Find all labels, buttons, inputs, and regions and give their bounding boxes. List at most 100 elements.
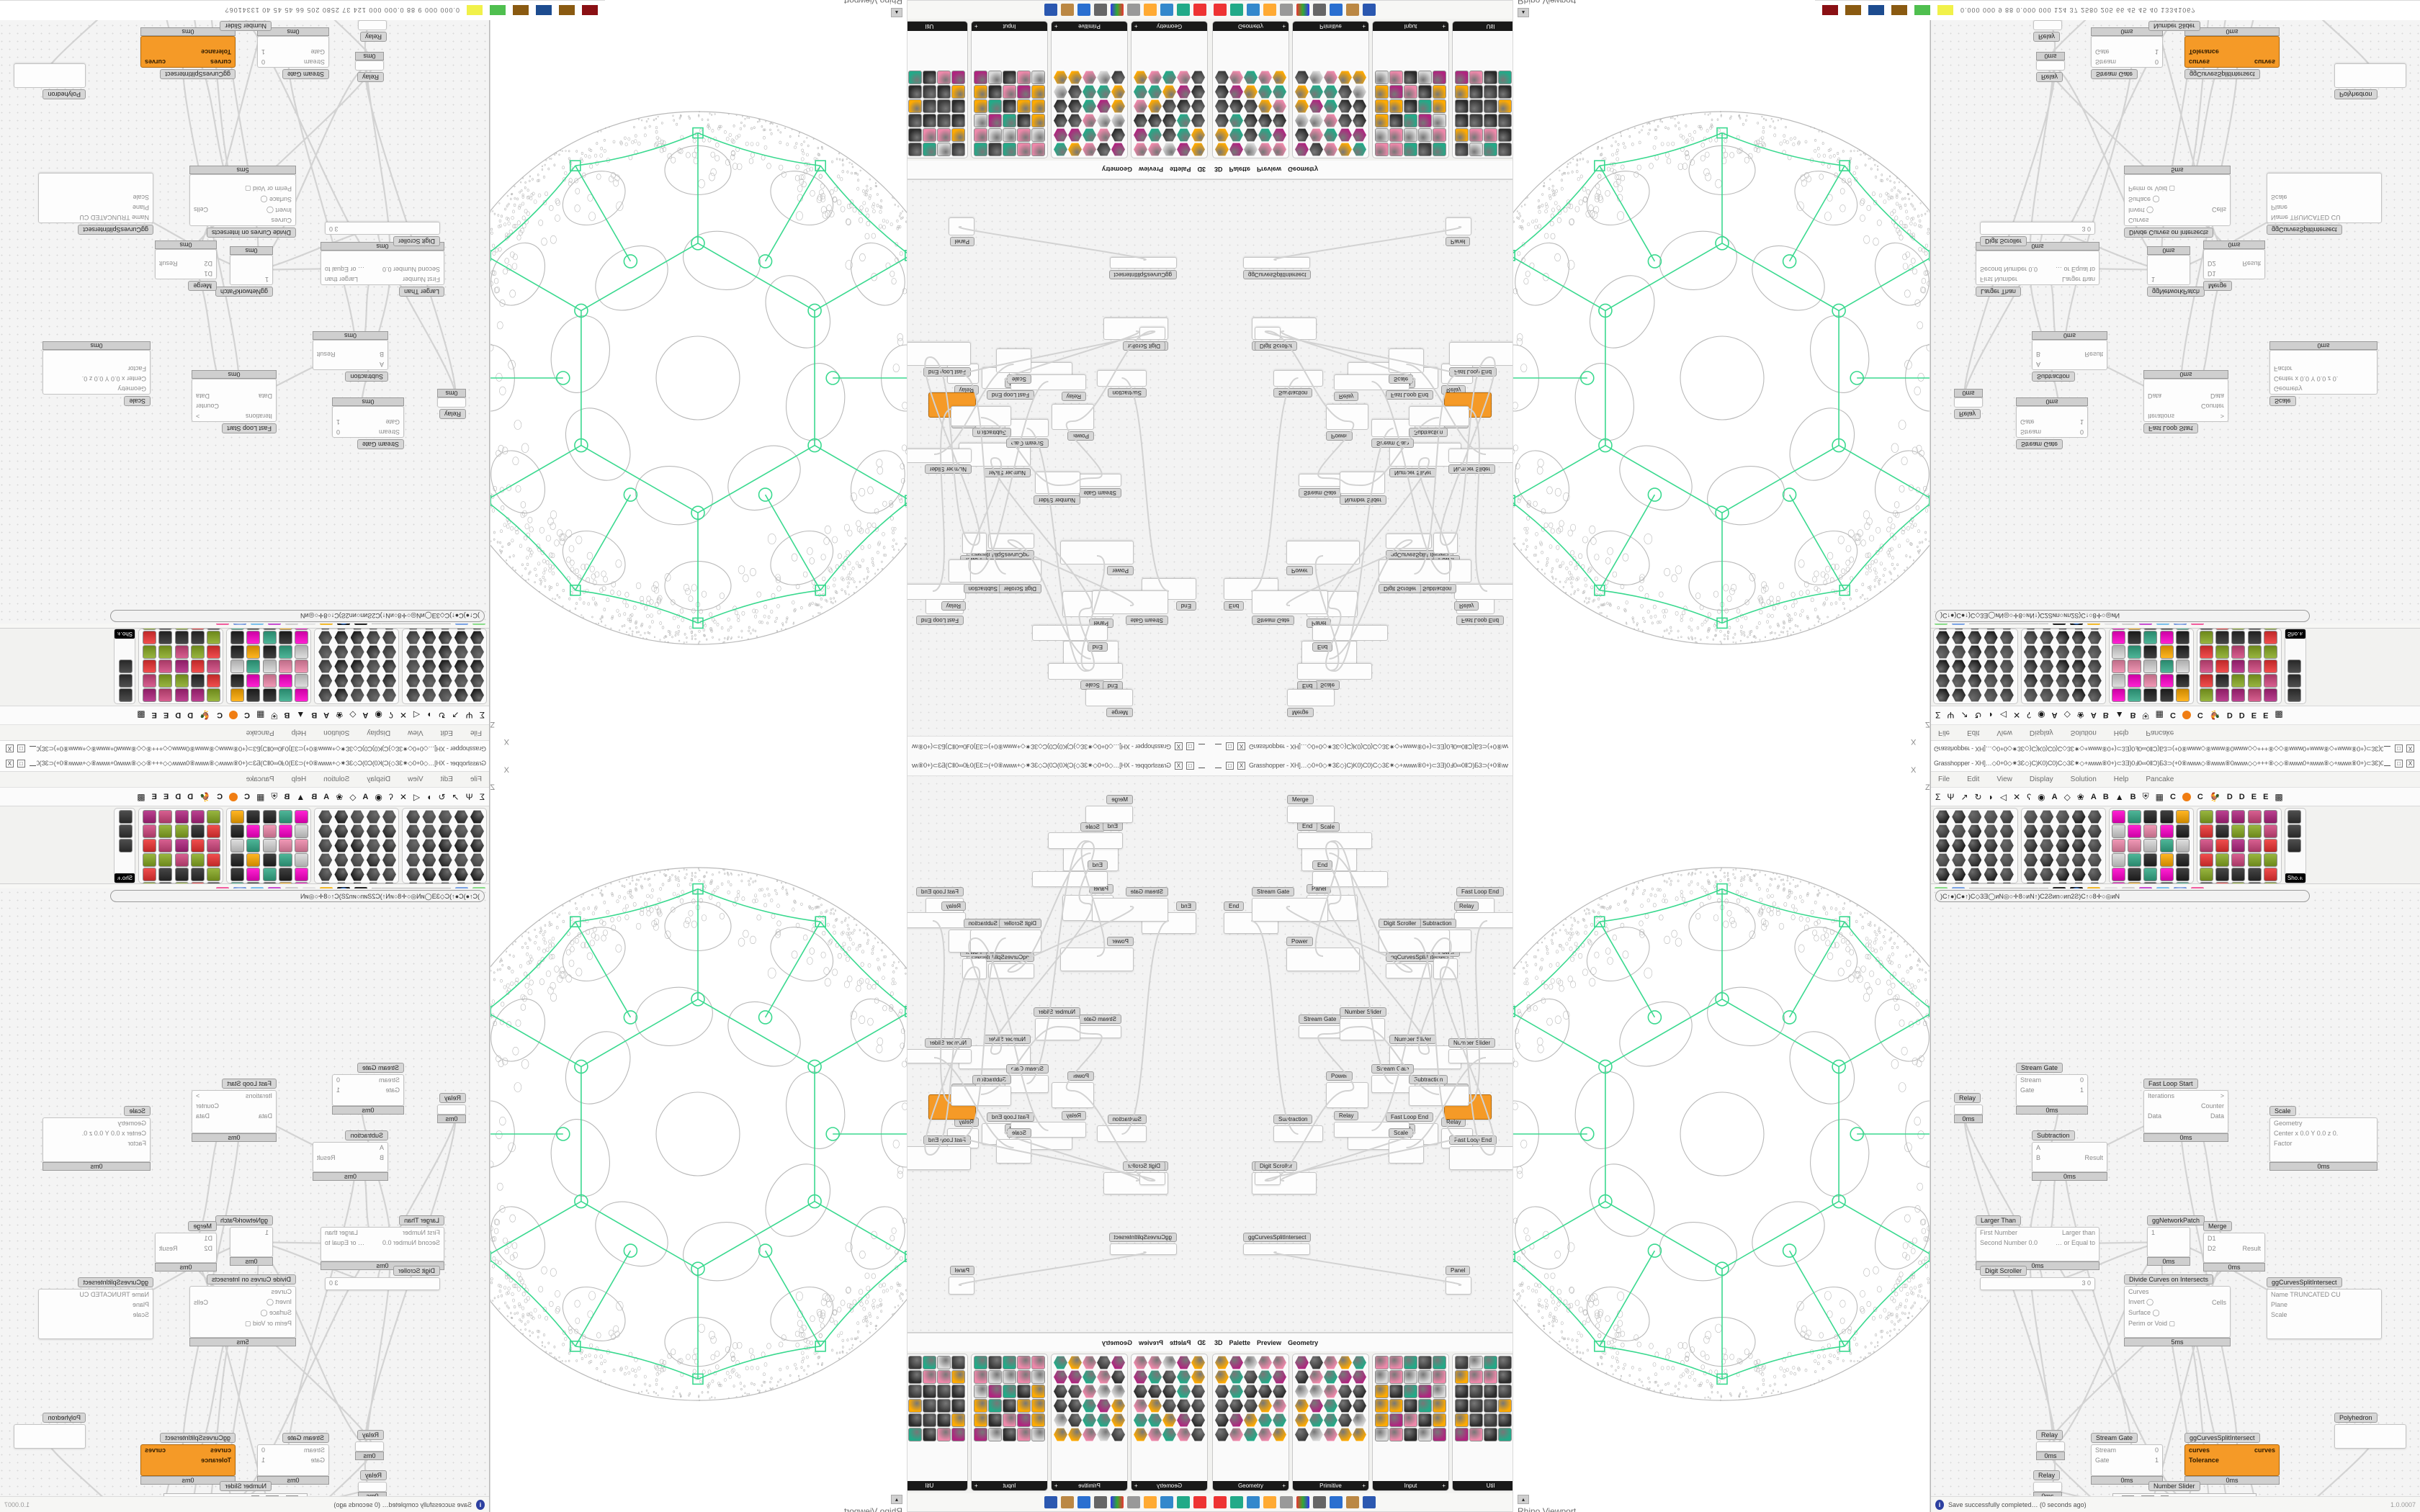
slider-min-field[interactable]: 0.0	[286, 16, 299, 17]
param-in[interactable]: Iterations	[2148, 1092, 2175, 1099]
component-icon[interactable]	[406, 853, 420, 867]
param-in[interactable]: Scale	[2271, 1311, 2287, 1318]
save-icon[interactable]	[1363, 4, 1376, 16]
component-icon[interactable]	[1984, 628, 1998, 630]
component-icon[interactable]	[908, 143, 922, 156]
grasshopper-canvas[interactable]: )C↑●)C●↑)C◇3Ǝ◯иN◎○✛8○иN↑)C2Ƨиn○иn2Ƨ)C↑○8…	[1931, 888, 2420, 1496]
menu-item-pancake[interactable]: Pancake	[246, 775, 274, 783]
component-icon[interactable]	[1404, 1356, 1417, 1369]
component-icon[interactable]	[158, 839, 173, 852]
component-icon[interactable]	[1498, 71, 1512, 84]
node-tag[interactable]: Power	[1067, 1071, 1094, 1081]
close-button[interactable]: X	[6, 760, 14, 768]
component-icon[interactable]	[351, 674, 364, 688]
component-icon[interactable]	[278, 688, 292, 702]
secondary-ribbon-tab-3d[interactable]: 3D	[1197, 166, 1206, 174]
gh-component[interactable]: 1	[230, 1227, 273, 1257]
component-icon[interactable]	[2024, 660, 2038, 673]
gh-component[interactable]	[908, 912, 966, 928]
menu-item-view[interactable]: View	[1996, 775, 2012, 783]
param-out[interactable]: Larger than	[325, 276, 359, 283]
component-icon[interactable]	[174, 810, 189, 824]
component-icon[interactable]	[2231, 688, 2246, 702]
node-tag[interactable]: Polyhedron	[42, 1413, 86, 1423]
node-tag[interactable]: Number Slider	[1448, 464, 1496, 474]
component-icon[interactable]	[1258, 1385, 1272, 1398]
mesh-icon[interactable]	[1280, 4, 1293, 16]
secondary-toolbar[interactable]	[908, 1493, 1210, 1512]
gh-component[interactable]: Curves Invert ◯ Cells Surface ◯ Perim or Voi…	[189, 1286, 296, 1338]
component-icon[interactable]	[1999, 853, 2014, 867]
component-icon[interactable]	[908, 1370, 922, 1384]
node-tag[interactable]: Number Slider	[1448, 1038, 1496, 1048]
component-icon[interactable]	[2263, 853, 2277, 867]
gh-component[interactable]	[1340, 472, 1385, 494]
close-button[interactable]: X	[1175, 762, 1183, 770]
node-tag[interactable]: End	[1224, 601, 1245, 611]
component-icon[interactable]	[1017, 1356, 1031, 1369]
ribbon-tab-1[interactable]: Ψ	[1947, 710, 1955, 721]
component-icon[interactable]	[1952, 645, 1966, 659]
param-out[interactable]: 1	[336, 1086, 341, 1094]
component-icon[interactable]	[190, 839, 205, 852]
component-icon[interactable]	[1338, 99, 1352, 113]
param-in[interactable]: Gate	[2020, 1086, 2035, 1094]
save-icon[interactable]	[1044, 4, 1057, 16]
component-icon[interactable]	[2159, 688, 2174, 702]
component-icon[interactable]	[1404, 85, 1417, 99]
maximize-button[interactable]: □	[2395, 744, 2403, 752]
component-icon[interactable]	[1984, 868, 1998, 881]
component-icon[interactable]	[1389, 143, 1403, 156]
param-in[interactable]: First Number	[1980, 1229, 2018, 1236]
component-icon[interactable]	[1177, 1356, 1191, 1369]
component-icon[interactable]	[2040, 868, 2054, 881]
ribbon-tab-8[interactable]: ◉	[375, 710, 382, 721]
component-icon[interactable]	[1054, 1356, 1067, 1369]
component-icon[interactable]	[1177, 143, 1191, 156]
component-icon[interactable]	[2024, 631, 2038, 644]
ribbon-tab-25[interactable]: E	[151, 792, 157, 801]
component-icon[interactable]	[2040, 882, 2054, 883]
component-icon[interactable]	[2159, 631, 2174, 644]
ribbon-tab-17[interactable]: ▦	[256, 791, 265, 802]
component-icon[interactable]	[2200, 688, 2213, 702]
secondary-ribbon-tab-preview[interactable]: Preview	[1257, 166, 1282, 174]
close-button[interactable]: X	[2406, 744, 2414, 752]
component-icon[interactable]	[923, 99, 936, 113]
component-icon[interactable]	[278, 853, 292, 867]
component-icon[interactable]	[2088, 674, 2102, 688]
component-icon[interactable]	[119, 660, 133, 673]
component-icon[interactable]	[1295, 143, 1309, 156]
component-icon[interactable]	[2143, 631, 2158, 644]
torus-icon[interactable]	[1263, 1496, 1276, 1508]
param-in[interactable]: Name TRUNCATED CU	[2271, 214, 2341, 221]
secondary-ribbon-tab-preview[interactable]: Preview	[1257, 1338, 1282, 1346]
component-icon[interactable]	[2128, 824, 2142, 838]
component-icon[interactable]	[207, 824, 220, 838]
menu-item-help[interactable]: Help	[2113, 729, 2129, 737]
gh-component[interactable]	[1243, 1243, 1310, 1255]
component-icon[interactable]	[937, 1428, 951, 1441]
component-icon[interactable]	[1134, 99, 1147, 113]
component-icon[interactable]	[1083, 71, 1096, 84]
component-icon[interactable]	[382, 628, 396, 630]
param-in[interactable]: Tolerance	[201, 1457, 231, 1464]
component-icon[interactable]	[1324, 1413, 1337, 1427]
ribbon-tab-17[interactable]: ▦	[2155, 791, 2164, 802]
component-icon[interactable]	[1273, 71, 1286, 84]
gh-component[interactable]	[1035, 472, 1080, 494]
node-tag[interactable]: Relay	[1061, 1111, 1086, 1120]
gh-component[interactable]	[1048, 832, 1123, 849]
gh-component[interactable]	[1448, 449, 1512, 463]
component-icon[interactable]	[143, 674, 157, 688]
gh-component[interactable]: curves curves Tolerance	[2184, 36, 2280, 68]
component-icon[interactable]	[1389, 1385, 1403, 1398]
param-out[interactable]: Result	[159, 260, 178, 267]
ribbon-tab-9[interactable]: A	[2051, 711, 2058, 720]
ribbon-tab-9[interactable]: A	[362, 711, 369, 720]
node-tag[interactable]: Power	[1326, 431, 1353, 441]
component-icon[interactable]	[2175, 882, 2190, 883]
component-icon[interactable]	[951, 1428, 965, 1441]
component-icon[interactable]	[1215, 1356, 1229, 1369]
gh-component[interactable]: curves curves Tolerance	[140, 36, 236, 68]
